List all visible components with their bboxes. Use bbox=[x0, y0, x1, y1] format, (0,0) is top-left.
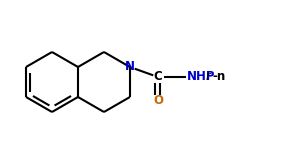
Text: -n: -n bbox=[212, 70, 225, 83]
Text: O: O bbox=[153, 94, 163, 106]
Text: C: C bbox=[154, 70, 162, 83]
Text: NHP: NHP bbox=[187, 70, 216, 83]
Text: r: r bbox=[206, 70, 211, 83]
Text: N: N bbox=[125, 61, 135, 73]
